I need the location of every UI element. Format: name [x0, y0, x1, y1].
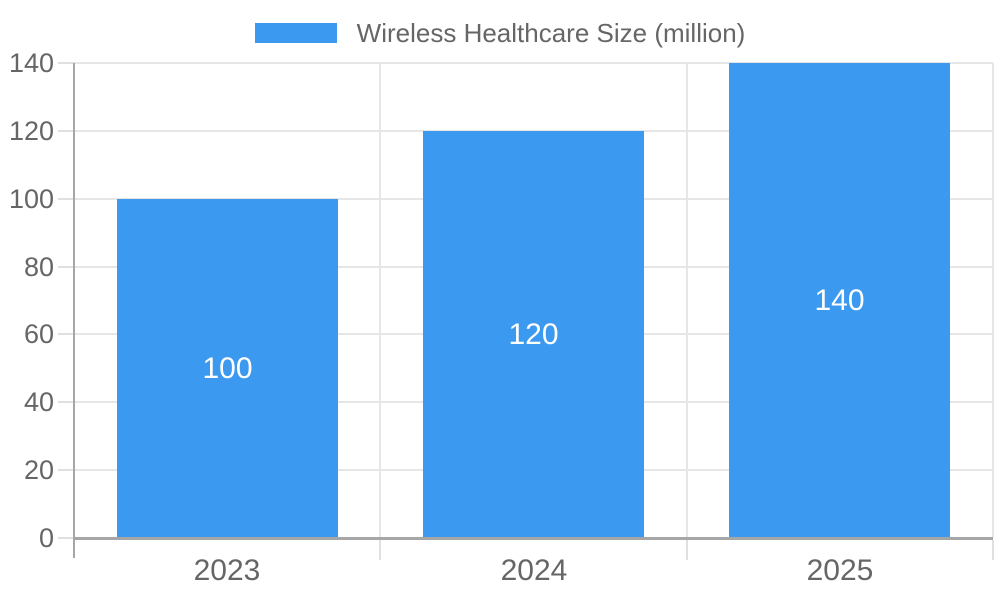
x-axis-tick	[379, 540, 381, 560]
y-gridline	[74, 62, 993, 64]
y-axis-tick	[58, 469, 74, 471]
y-axis-tick-label: 120	[8, 116, 54, 146]
x-axis-label: 2025	[806, 554, 874, 587]
y-axis-tick-label: 140	[8, 48, 54, 78]
x-axis-label: 2023	[193, 554, 261, 587]
bar-2025[interactable]: 140	[729, 63, 950, 538]
x-axis-line	[73, 537, 993, 540]
y-axis-tick	[58, 198, 74, 200]
legend[interactable]: Wireless Healthcare Size (million)	[0, 14, 1000, 52]
bar-value-label: 140	[814, 283, 865, 317]
x-axis-tick	[992, 540, 994, 560]
y-axis-tick-label: 80	[23, 252, 54, 282]
y-axis-tick-label: 0	[38, 523, 54, 553]
x-axis-tick	[686, 540, 688, 560]
y-axis-tick	[58, 401, 74, 403]
bar-2024[interactable]: 120	[423, 131, 644, 538]
y-axis-tick-label: 20	[23, 455, 54, 485]
x-gridline	[686, 63, 688, 538]
bar-value-label: 120	[508, 317, 559, 351]
y-axis-tick	[58, 62, 74, 64]
legend-swatch	[254, 23, 337, 43]
y-axis-tick-label: 40	[23, 387, 54, 417]
y-axis-line	[73, 63, 75, 558]
y-axis-tick-label: 100	[8, 184, 54, 214]
y-axis-tick-label: 60	[23, 319, 54, 349]
x-gridline	[379, 63, 381, 538]
y-axis-tick	[58, 537, 74, 539]
y-axis-tick	[58, 266, 74, 268]
x-gridline	[992, 63, 994, 538]
bar-2023[interactable]: 100	[117, 199, 338, 538]
x-axis-label: 2024	[500, 554, 568, 587]
bar-value-label: 100	[202, 351, 253, 385]
y-axis-tick	[58, 130, 74, 132]
legend-label: Wireless Healthcare Size (million)	[356, 17, 746, 48]
y-axis-tick	[58, 333, 74, 335]
